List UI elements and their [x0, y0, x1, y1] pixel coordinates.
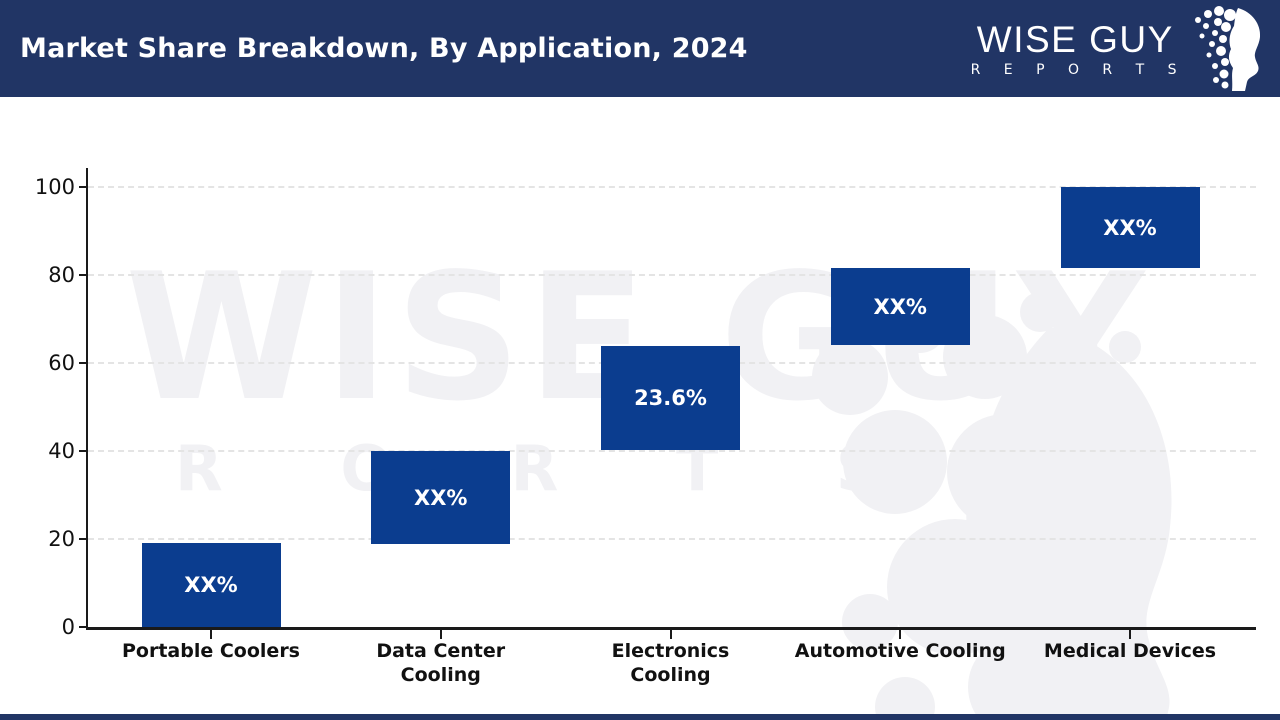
y-tick-mark	[79, 538, 88, 540]
bar	[601, 346, 740, 451]
y-tick-label: 60	[48, 351, 75, 375]
y-tick-mark	[79, 362, 88, 364]
bar	[141, 542, 281, 627]
x-tick-label: Medical Devices	[1043, 640, 1217, 662]
footer-bar	[0, 714, 1280, 720]
watermark-text-line2: R O R T S	[175, 432, 929, 505]
x-tick-mark	[899, 630, 902, 639]
y-tick-mark	[79, 626, 88, 628]
bar-value-label: XX%	[184, 572, 238, 597]
x-axis-line	[86, 627, 1256, 630]
gridline	[88, 274, 1256, 276]
y-tick-label: 100	[34, 175, 75, 199]
y-tick-label: 40	[48, 439, 75, 463]
page-title: Market Share Breakdown, By Application, …	[20, 33, 748, 64]
x-tick-mark	[439, 630, 442, 639]
x-tick-mark	[669, 630, 672, 639]
gridline	[88, 450, 1256, 452]
logo-wordmark: WISE GUY R E P O R T S	[965, 21, 1186, 77]
logo-wordmark-line2: R E P O R T S	[970, 61, 1186, 78]
x-tick-label: Electronics Cooling	[611, 640, 730, 686]
bar-value-label: 23.6%	[634, 386, 707, 411]
y-axis-line	[86, 168, 88, 630]
y-tick-mark	[79, 274, 88, 276]
wise-guy-logo: WISE GUY R E P O R T S	[965, 5, 1266, 92]
bar-value-label: XX%	[873, 294, 927, 319]
y-tick-mark	[79, 186, 88, 188]
bar	[830, 268, 970, 346]
header-bar: Market Share Breakdown, By Application, …	[0, 0, 1280, 97]
x-tick-mark	[1129, 630, 1131, 639]
x-tick-label: Data Center Cooling	[376, 640, 506, 686]
bar	[371, 451, 511, 544]
y-tick-mark	[79, 450, 88, 452]
x-tick-label: Portable Coolers	[122, 640, 300, 662]
logo-wordmark-line1: WISE GUY	[976, 18, 1174, 60]
x-tick-label: Automotive Cooling	[794, 640, 1006, 662]
bar-value-label: XX%	[1103, 215, 1157, 240]
bar-value-label: XX%	[414, 485, 468, 510]
watermark: WISE GUY R O R T S	[0, 97, 1280, 714]
y-tick-label: 20	[48, 527, 75, 551]
y-tick-label: 80	[48, 263, 75, 287]
gridline	[88, 538, 1256, 540]
head-dots-icon	[1195, 5, 1261, 91]
gridline	[88, 186, 1256, 188]
x-tick-mark	[210, 630, 212, 639]
y-tick-label: 0	[61, 615, 75, 639]
bar	[1060, 187, 1200, 269]
